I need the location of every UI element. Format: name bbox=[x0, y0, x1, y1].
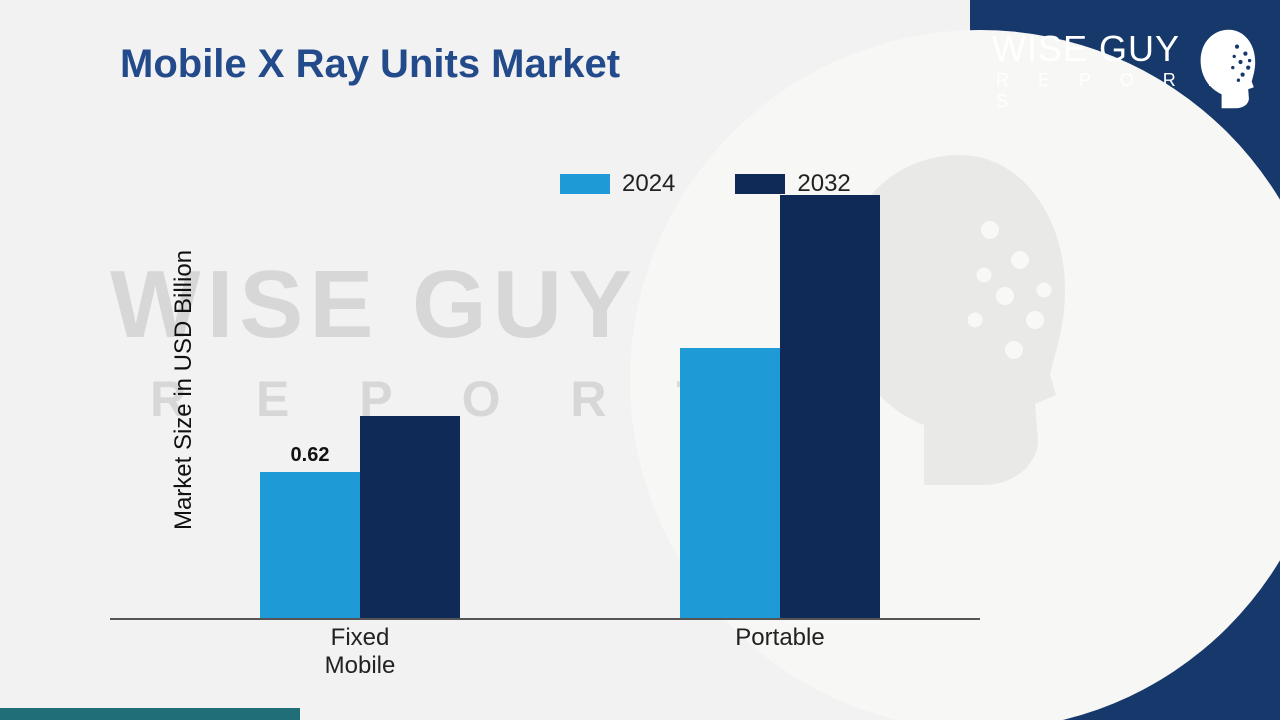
bar bbox=[780, 195, 880, 618]
bar-value-label: 0.62 bbox=[260, 444, 360, 467]
brand-head-icon bbox=[1188, 24, 1258, 114]
x-axis-baseline bbox=[110, 618, 980, 620]
bar bbox=[360, 416, 460, 618]
bar-group: 0.62FixedMobile bbox=[260, 160, 460, 618]
bar-group: Portable bbox=[680, 160, 880, 618]
category-label: FixedMobile bbox=[260, 624, 460, 679]
chart-title: Mobile X Ray Units Market bbox=[120, 42, 620, 87]
bar: 0.62 bbox=[260, 472, 360, 618]
bar bbox=[680, 348, 780, 618]
plot-area: 0.62FixedMobile Portable bbox=[110, 160, 980, 620]
category-label: Portable bbox=[680, 624, 880, 652]
chart-canvas: WISE GUY R E P O R T S Mobile X Ray Unit… bbox=[0, 0, 1280, 720]
brand-logo: WISE GUY R E P O R T S bbox=[992, 28, 1252, 112]
bottom-accent-strip bbox=[0, 708, 300, 720]
